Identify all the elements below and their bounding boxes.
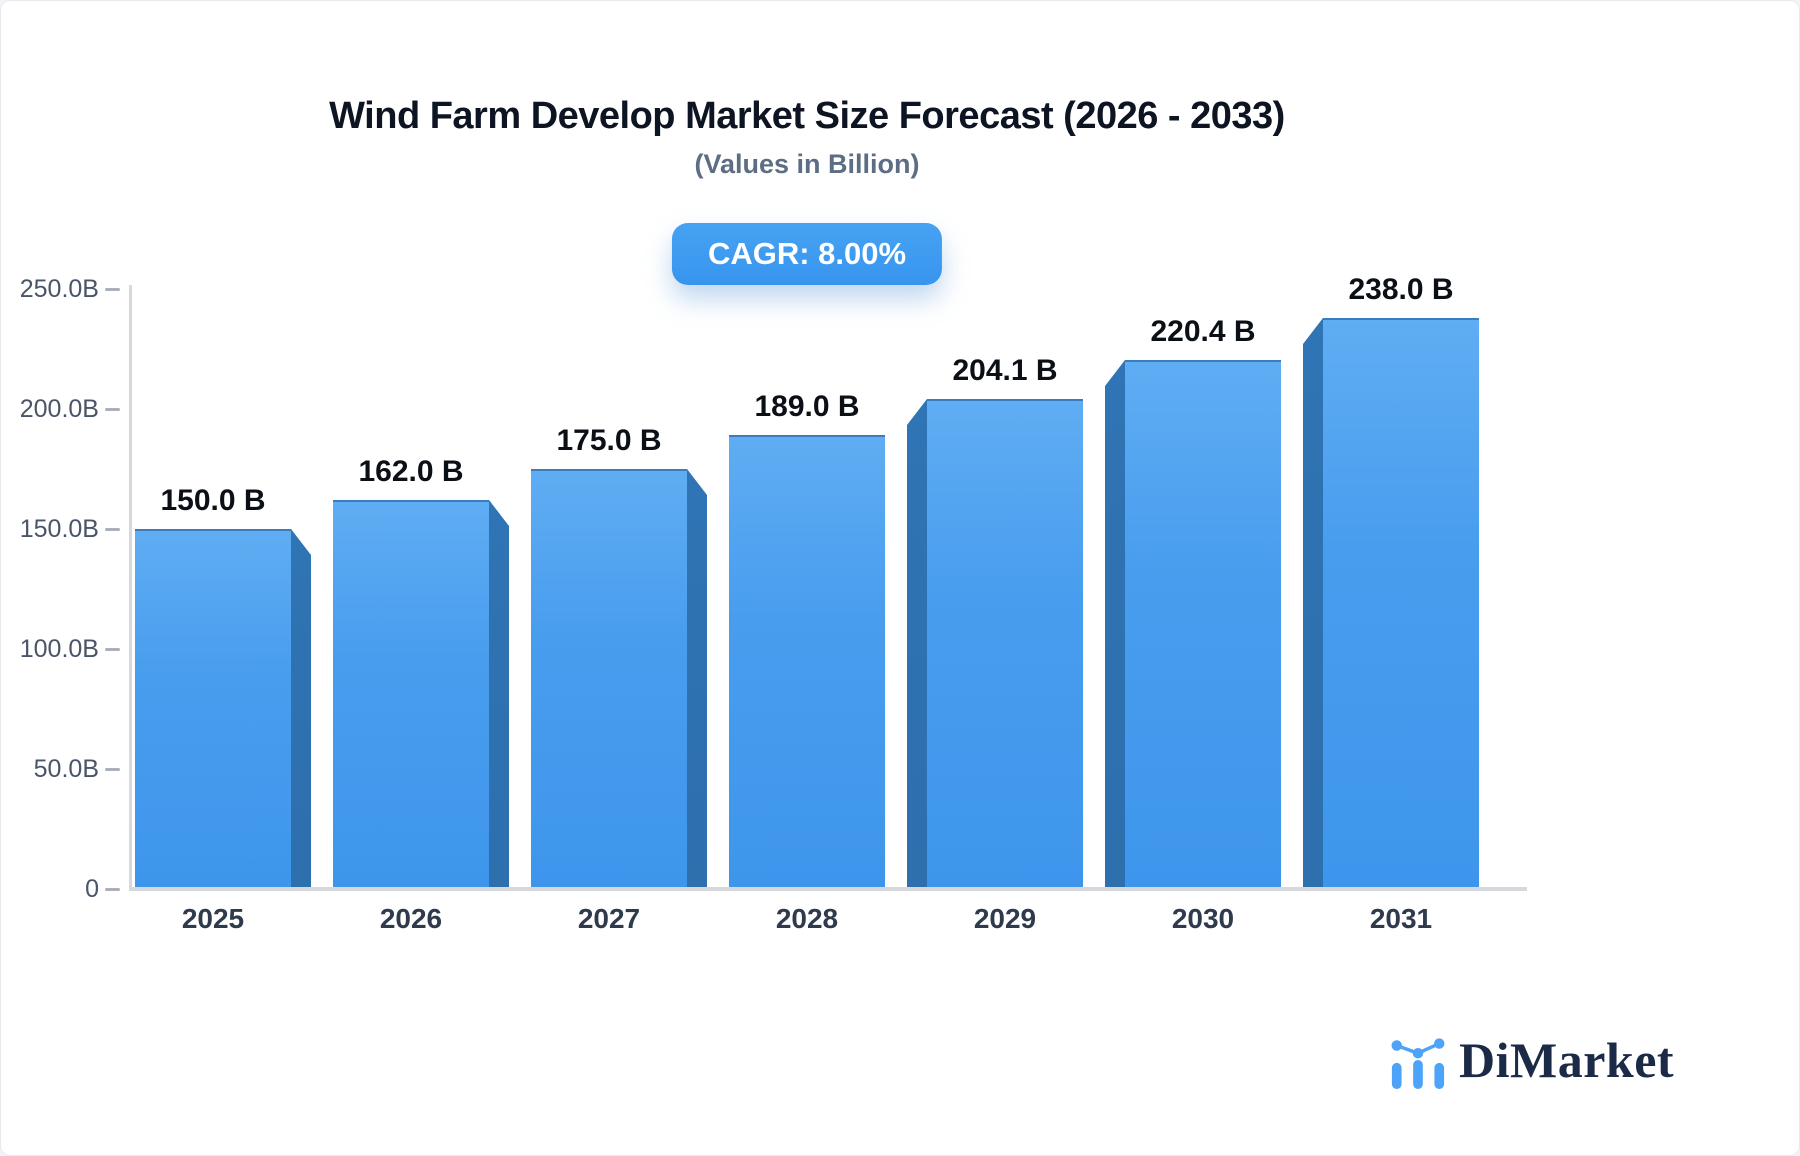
x-axis-label-2026: 2026: [379, 903, 443, 934]
brand-name: DiMarket: [1459, 1032, 1675, 1088]
bar-chart-trend-icon: [1391, 1038, 1445, 1089]
bar-value-label: 162.0 B: [358, 455, 464, 488]
x-axis-label-2027: 2027: [577, 903, 641, 934]
y-axis-line: [129, 285, 132, 889]
x-axis-label-2029: 2029: [973, 903, 1037, 934]
x-axis-label-2031: 2031: [1369, 903, 1433, 934]
bar-face: [333, 500, 489, 889]
y-tick-label: 50.0B: [33, 755, 99, 783]
y-tick-mark: [105, 648, 120, 651]
y-tick-label: 0: [85, 875, 99, 903]
bar-face: [135, 529, 291, 889]
y-tick-label: 150.0B: [19, 515, 99, 543]
bar-value-label: 189.0 B: [754, 390, 860, 423]
bar-face: [531, 469, 687, 889]
bar-side-face: [687, 469, 707, 889]
bar-face: [729, 435, 885, 889]
y-tick-label: 100.0B: [19, 635, 99, 663]
y-tick-mark: [105, 768, 120, 771]
y-tick-mark: [105, 528, 120, 531]
bar-value-label: 220.4 B: [1150, 315, 1256, 348]
x-axis-line: [129, 887, 1527, 891]
cagr-badge: CAGR: 8.00%: [671, 223, 943, 285]
x-axis-label-2025: 2025: [181, 903, 245, 934]
page-title: Wind Farm Develop Market Size Forecast (…: [329, 95, 1285, 137]
y-tick-mark: [105, 888, 120, 891]
bar-face: [1323, 318, 1479, 889]
x-axis-label-2028: 2028: [775, 903, 839, 934]
bar-side-face: [489, 500, 509, 889]
y-tick-label: 250.0B: [19, 275, 99, 303]
bar-side-face: [291, 529, 311, 889]
bar-side-face: [1105, 360, 1125, 889]
y-tick-label: 200.0B: [19, 395, 99, 423]
bar-value-label: 204.1 B: [952, 354, 1058, 387]
bar-side-face: [1303, 318, 1323, 889]
bar-value-label: 175.0 B: [556, 424, 662, 457]
y-tick-mark: [105, 408, 120, 411]
bar-value-label: 150.0 B: [160, 484, 266, 517]
bar-face: [927, 399, 1083, 889]
brand-logo: DiMarket: [1389, 1031, 1674, 1089]
bar-side-face: [907, 399, 927, 889]
bar-face: [1125, 360, 1281, 889]
bar-value-label: 238.0 B: [1348, 273, 1454, 306]
y-tick-mark: [105, 288, 120, 291]
page-subtitle: (Values in Billion): [694, 149, 920, 179]
x-axis-label-2030: 2030: [1171, 903, 1235, 934]
